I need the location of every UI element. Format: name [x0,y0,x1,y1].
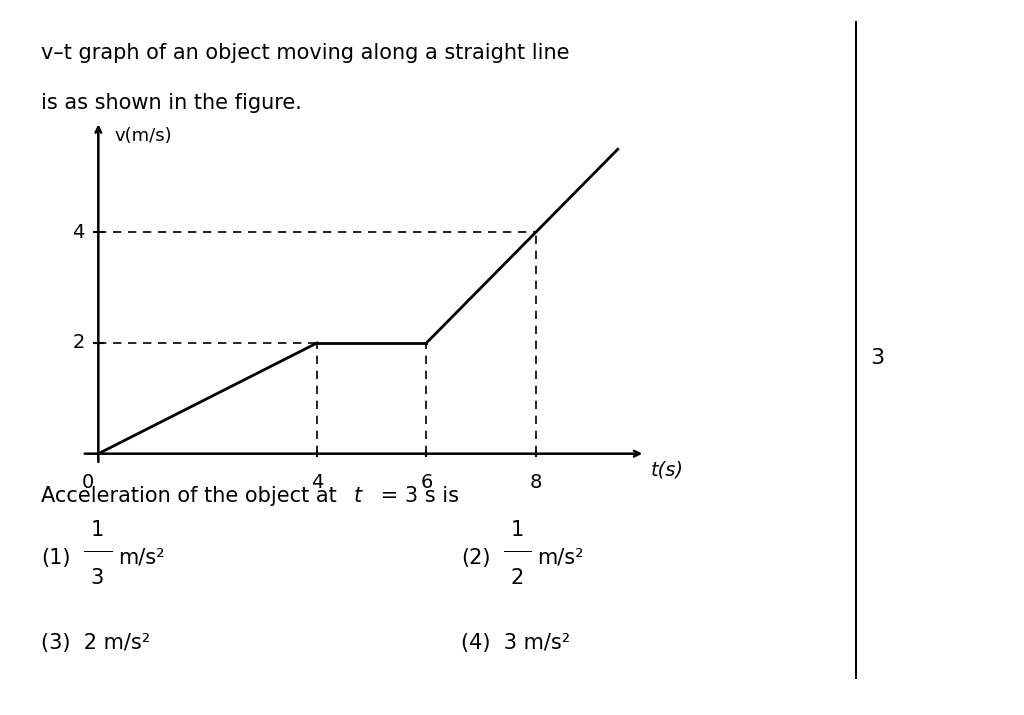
Text: m/s²: m/s² [538,548,585,568]
Text: 3: 3 [91,568,103,588]
Text: 2: 2 [73,333,85,352]
Text: v–t graph of an object moving along a straight line: v–t graph of an object moving along a st… [41,43,569,63]
Text: t(s): t(s) [650,460,684,480]
Text: 2: 2 [511,568,523,588]
Text: (2): (2) [461,548,490,568]
Text: 1: 1 [91,520,103,540]
Text: (3)  2 m/s²: (3) 2 m/s² [41,633,151,654]
Text: Acceleration of the object at: Acceleration of the object at [41,486,343,506]
Text: is as shown in the figure.: is as shown in the figure. [41,93,302,113]
Text: (4)  3 m/s²: (4) 3 m/s² [461,633,570,654]
Text: t: t [353,486,361,506]
Text: 1: 1 [511,520,523,540]
Text: v(m/s): v(m/s) [115,127,172,145]
Text: 6: 6 [420,473,432,492]
Text: = 3 s is: = 3 s is [374,486,459,506]
Text: m/s²: m/s² [118,548,165,568]
Text: 3: 3 [870,347,885,368]
Text: 4: 4 [73,223,85,242]
Text: 8: 8 [529,473,542,492]
Text: (1): (1) [41,548,71,568]
Text: 0: 0 [81,473,93,492]
Text: 4: 4 [311,473,324,492]
